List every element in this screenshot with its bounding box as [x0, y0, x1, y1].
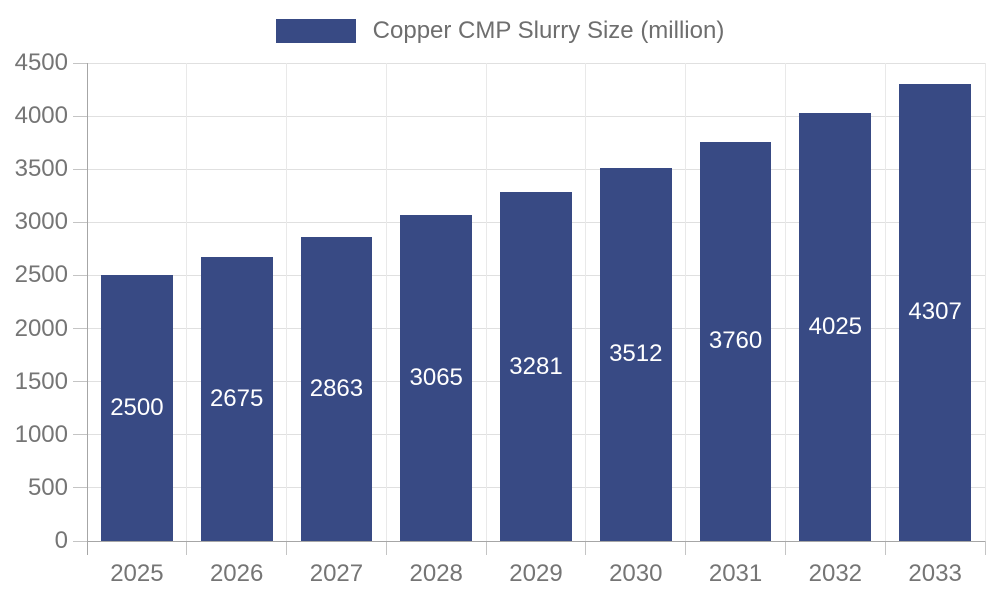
x-axis-tick-label: 2025	[110, 560, 164, 587]
x-axis-tick	[884, 541, 886, 555]
y-axis-tick-label: 1000	[14, 420, 68, 448]
bar-value-label: 3512	[609, 340, 663, 368]
bar-2027[interactable]	[300, 236, 373, 541]
legend-label: Copper CMP Slurry Size (million)	[372, 17, 725, 44]
y-axis-tick-label: 2500	[14, 261, 68, 289]
y-axis-tick-label: 1500	[14, 367, 68, 395]
x-axis-tick	[984, 541, 986, 555]
bar-value-label: 3760	[708, 327, 763, 355]
x-axis-tick	[784, 541, 786, 555]
y-axis-tick	[73, 434, 87, 436]
y-axis-tick	[73, 221, 87, 223]
y-axis-tick	[73, 487, 87, 489]
y-axis-tick-label: 500	[27, 473, 68, 501]
bar-value-label: 3065	[409, 364, 463, 392]
y-axis-tick-label: 4500	[14, 49, 68, 76]
bar-value-label: 4025	[808, 313, 863, 341]
y-axis-tick	[73, 540, 87, 542]
y-axis-tick-label: 4000	[14, 102, 68, 130]
x-axis-tick	[485, 541, 487, 555]
gridline-vertical	[784, 63, 786, 541]
y-axis-tick	[73, 115, 87, 117]
bar-2025[interactable]	[100, 275, 173, 541]
bar-value-label: 2863	[309, 374, 364, 402]
gridline-horizontal	[87, 62, 985, 64]
y-axis-tick	[73, 274, 87, 276]
gridline-vertical	[884, 63, 886, 541]
x-axis-tick	[685, 541, 687, 555]
y-axis-tick	[73, 328, 87, 330]
gridline-vertical	[685, 63, 687, 541]
bar-2029[interactable]	[500, 192, 572, 541]
gridline-vertical	[585, 63, 587, 541]
x-axis-line	[87, 540, 985, 542]
bar-value-label: 2500	[110, 394, 164, 422]
legend-swatch	[275, 19, 356, 43]
bar-value-label: 2675	[209, 384, 264, 412]
bar-value-label: 4307	[908, 298, 962, 326]
x-axis-tick-label: 2029	[509, 560, 563, 587]
y-axis-tick-label: 0	[54, 527, 68, 554]
gridline-vertical	[485, 63, 487, 541]
bar-2028[interactable]	[400, 215, 473, 541]
bar-2033[interactable]	[899, 83, 972, 541]
bar-2026[interactable]	[200, 256, 273, 541]
y-axis-tick-label: 3000	[14, 208, 68, 236]
gridline-horizontal	[87, 115, 985, 117]
x-axis-tick	[286, 541, 288, 555]
x-axis-tick-label: 2031	[708, 560, 763, 587]
legend-item[interactable]: Copper CMP Slurry Size (million)	[0, 17, 1000, 45]
gridline-vertical	[286, 63, 288, 541]
x-axis-tick-label: 2026	[209, 560, 264, 587]
gridline-vertical	[186, 63, 188, 541]
bar-2031[interactable]	[699, 141, 772, 541]
x-axis-tick	[585, 541, 587, 555]
x-axis-tick-label: 2030	[609, 560, 663, 587]
bar-value-label: 3281	[509, 352, 563, 380]
x-axis-tick	[385, 541, 387, 555]
y-axis-line	[86, 63, 88, 555]
y-axis-tick	[73, 381, 87, 383]
x-axis-tick	[186, 541, 188, 555]
gridline-vertical	[984, 63, 986, 541]
x-axis-tick-label: 2032	[808, 560, 863, 587]
bar-2032[interactable]	[799, 113, 872, 541]
x-axis-tick-label: 2028	[409, 560, 463, 587]
y-axis-tick	[73, 62, 87, 64]
gridline-vertical	[385, 63, 387, 541]
x-axis-tick-label: 2027	[309, 560, 364, 587]
y-axis-tick-label: 3500	[14, 155, 68, 183]
bar-2030[interactable]	[599, 167, 672, 541]
x-axis-tick-label: 2033	[908, 560, 962, 587]
y-axis-tick	[73, 168, 87, 170]
gridline-horizontal	[87, 168, 985, 170]
y-axis-tick-label: 2000	[14, 314, 68, 342]
